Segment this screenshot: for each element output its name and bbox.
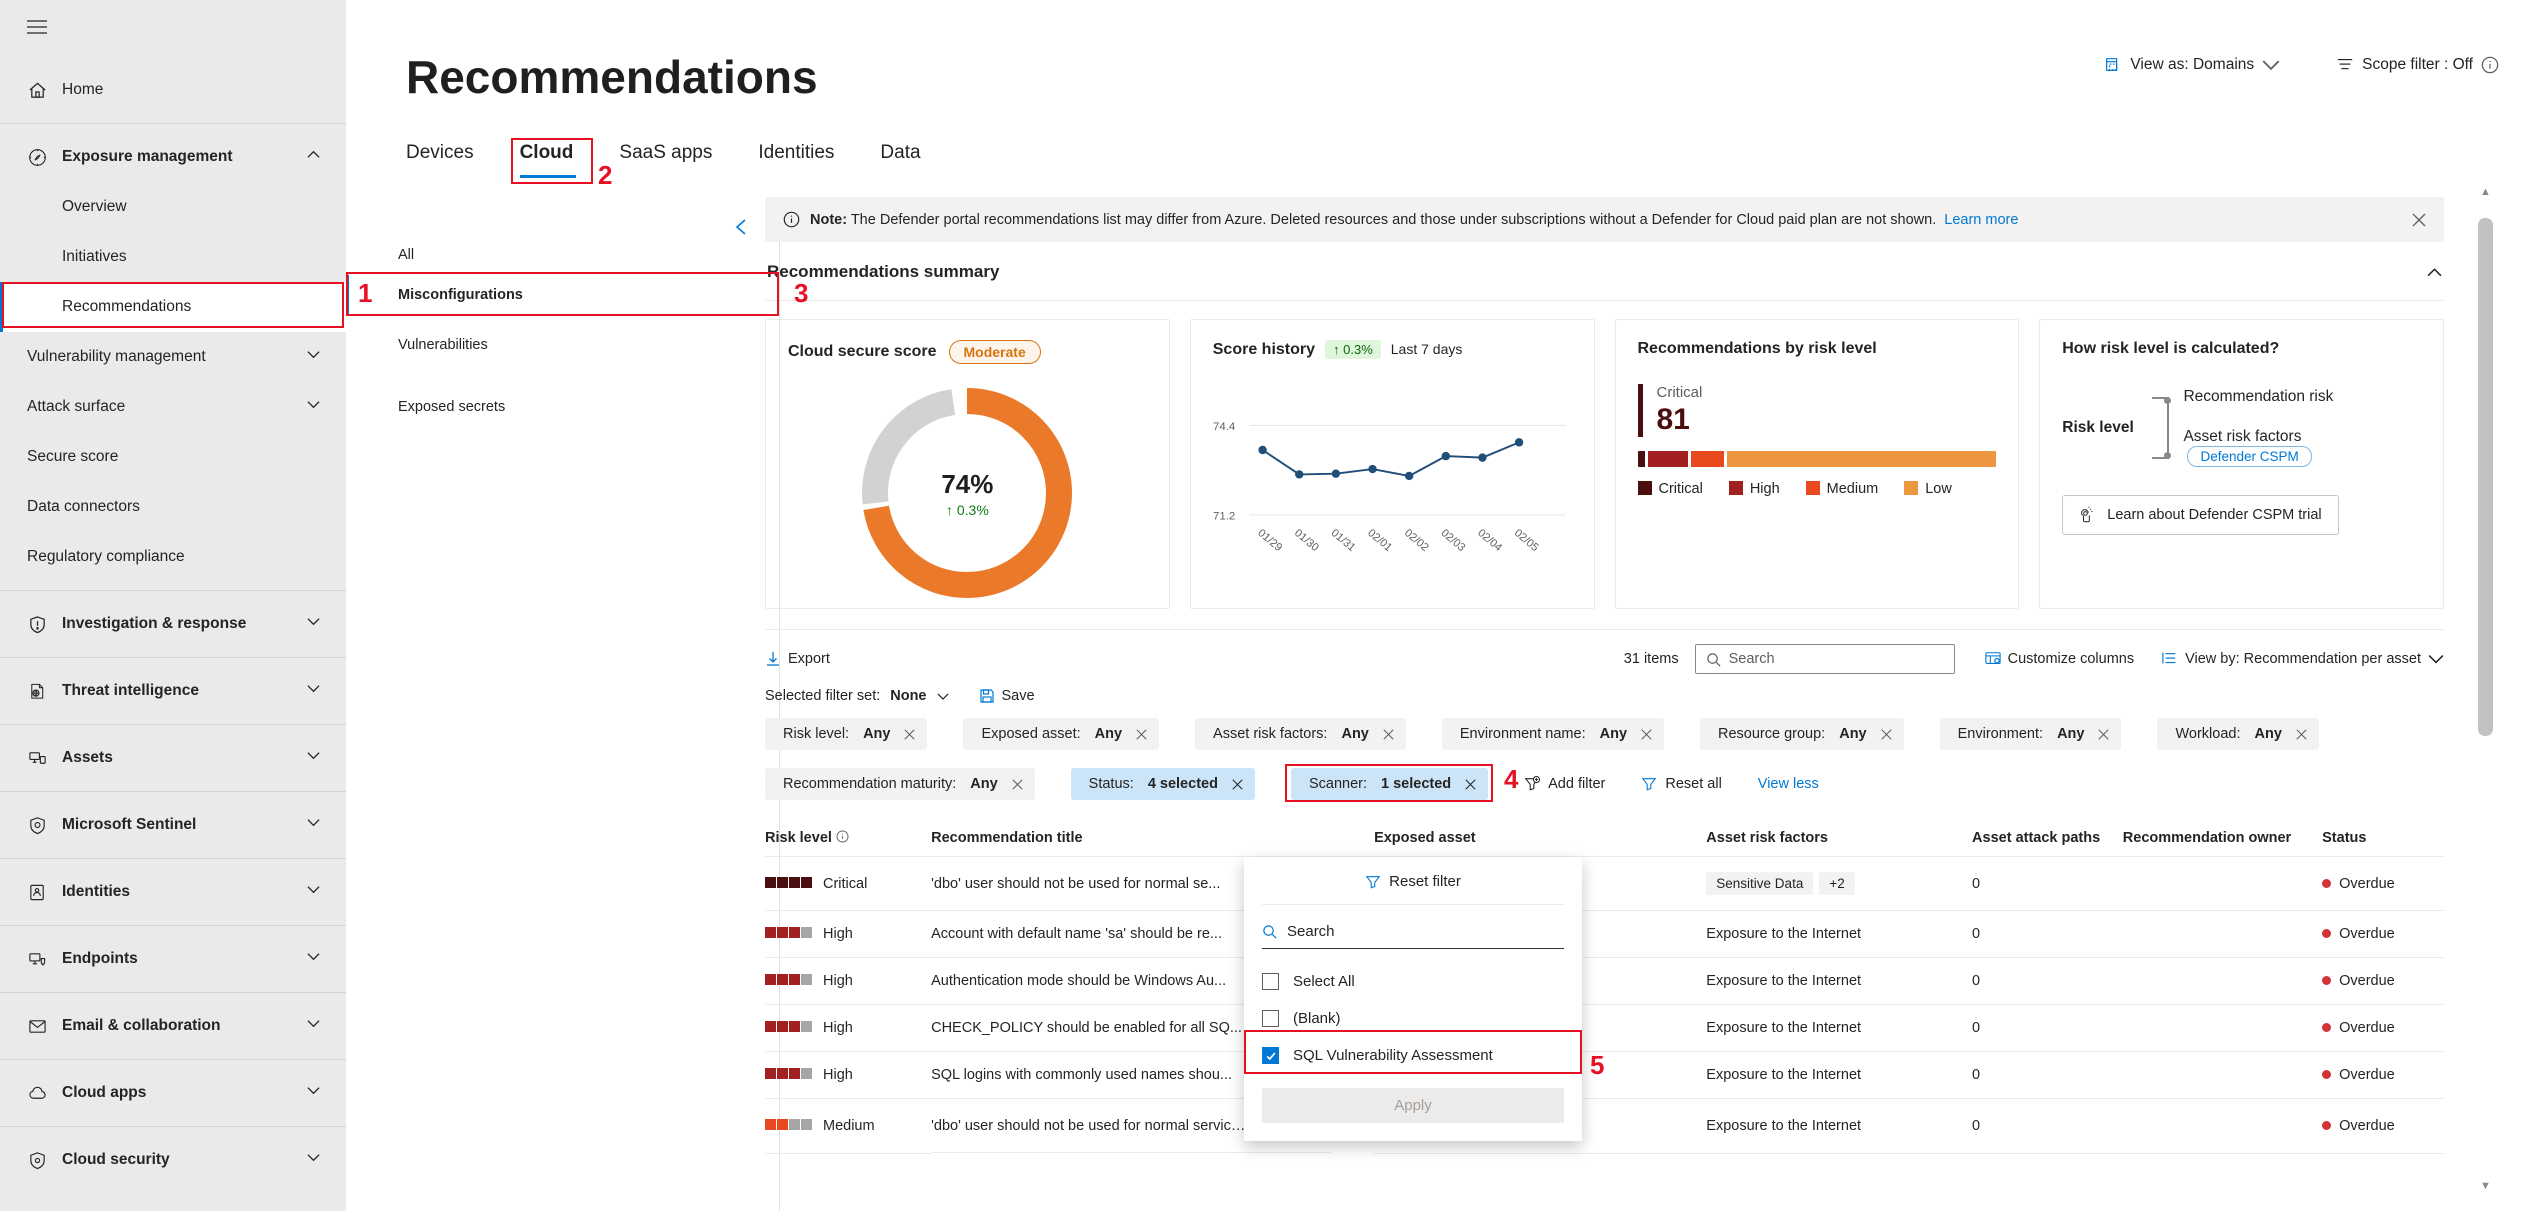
svg-text:01/31: 01/31 bbox=[1328, 527, 1357, 554]
svg-text:74.4: 74.4 bbox=[1213, 421, 1236, 433]
svg-text:01/29: 01/29 bbox=[1255, 527, 1284, 554]
svg-text:71.2: 71.2 bbox=[1213, 510, 1235, 522]
svg-text:02/03: 02/03 bbox=[1438, 527, 1467, 554]
svg-text:02/05: 02/05 bbox=[1512, 527, 1541, 554]
svg-text:02/02: 02/02 bbox=[1402, 527, 1431, 554]
svg-text:01/30: 01/30 bbox=[1292, 527, 1321, 554]
svg-text:02/04: 02/04 bbox=[1475, 527, 1504, 554]
svg-text:02/01: 02/01 bbox=[1365, 527, 1394, 554]
